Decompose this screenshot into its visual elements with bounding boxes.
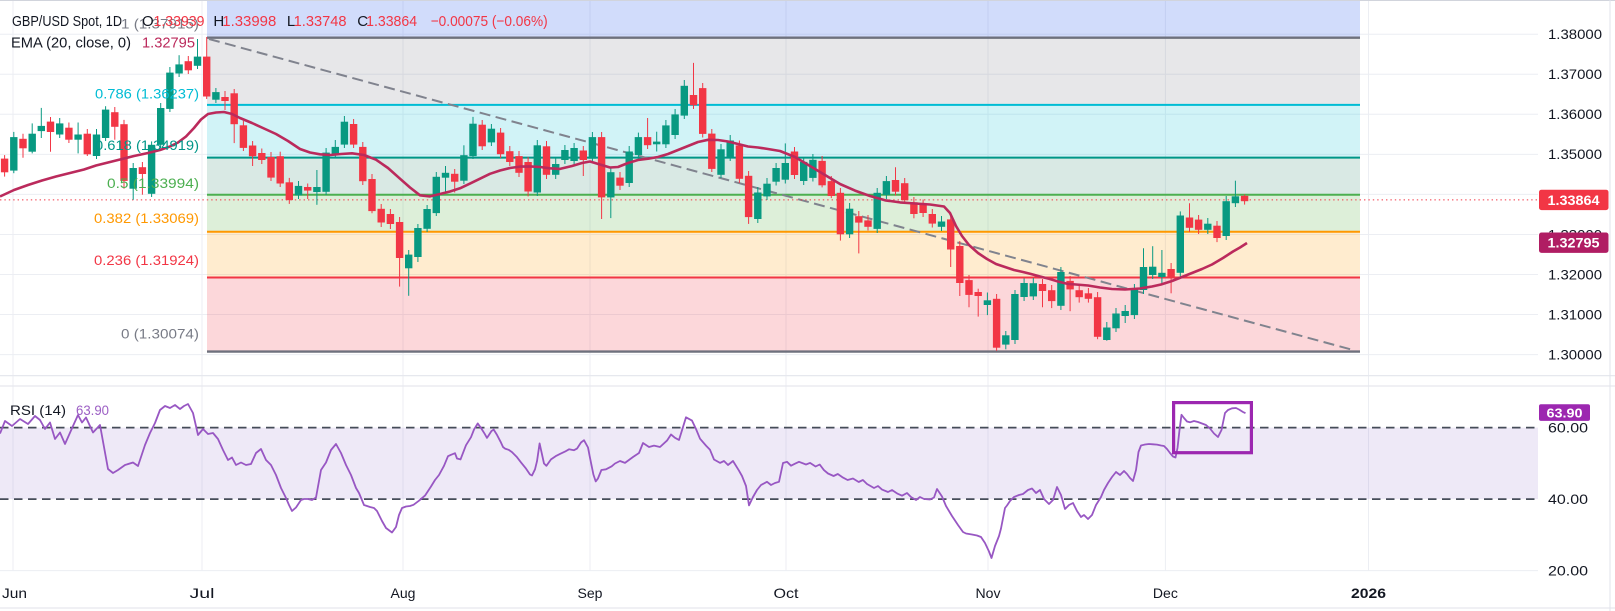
svg-text:O: O [142, 13, 154, 30]
svg-text:1 (1.37915): 1 (1.37915) [121, 16, 199, 31]
svg-text:1.36000: 1.36000 [1548, 106, 1602, 122]
svg-text:EMA (20, close, 0): EMA (20, close, 0) [11, 35, 131, 52]
svg-text:Dec: Dec [1153, 585, 1178, 601]
svg-text:1.32795: 1.32795 [1548, 235, 1600, 251]
svg-text:Jul: Jul [190, 585, 215, 601]
svg-text:40.00: 40.00 [1548, 491, 1588, 507]
svg-text:1.38000: 1.38000 [1548, 26, 1602, 42]
svg-text:60.00: 60.00 [1548, 419, 1588, 435]
svg-text:RSI (14): RSI (14) [10, 402, 66, 418]
svg-text:1.33998: 1.33998 [222, 13, 276, 30]
svg-text:H: H [213, 13, 224, 30]
svg-text:63.90: 63.90 [1547, 405, 1583, 420]
svg-text:0.618 (1.34919): 0.618 (1.34919) [95, 138, 199, 153]
svg-text:Oct: Oct [774, 585, 799, 601]
svg-text:Sep: Sep [578, 585, 603, 601]
svg-text:1.33864: 1.33864 [366, 13, 417, 30]
svg-text:1.30000: 1.30000 [1548, 346, 1602, 362]
svg-text:0.236 (1.31924): 0.236 (1.31924) [94, 253, 199, 268]
svg-text:1.37000: 1.37000 [1548, 66, 1602, 82]
svg-text:20.00: 20.00 [1548, 562, 1588, 578]
svg-text:Nov: Nov [976, 585, 1001, 601]
svg-text:1.32000: 1.32000 [1548, 266, 1602, 282]
svg-text:−0.00075 (−0.06%): −0.00075 (−0.06%) [431, 13, 548, 30]
svg-text:GBP/USD Spot, 1D: GBP/USD Spot, 1D [12, 13, 122, 30]
svg-text:0.382 (1.33069): 0.382 (1.33069) [94, 211, 199, 226]
svg-text:Aug: Aug [391, 585, 416, 601]
svg-text:63.90: 63.90 [76, 402, 109, 418]
svg-text:1.32795: 1.32795 [142, 35, 195, 52]
svg-text:0.786 (1.36237): 0.786 (1.36237) [95, 86, 199, 101]
svg-text:Jun: Jun [2, 585, 27, 601]
svg-text:0 (1.30074): 0 (1.30074) [121, 327, 199, 342]
svg-text:1.33864: 1.33864 [1548, 192, 1600, 208]
svg-text:1.33748: 1.33748 [294, 13, 347, 30]
svg-text:1.33939: 1.33939 [154, 13, 205, 30]
svg-text:0.5 (1.33994): 0.5 (1.33994) [107, 176, 199, 191]
svg-text:1.35000: 1.35000 [1548, 146, 1602, 162]
svg-text:L: L [287, 13, 295, 30]
svg-text:2026: 2026 [1351, 585, 1386, 601]
svg-text:C: C [357, 13, 368, 30]
svg-text:1.31000: 1.31000 [1548, 306, 1602, 322]
